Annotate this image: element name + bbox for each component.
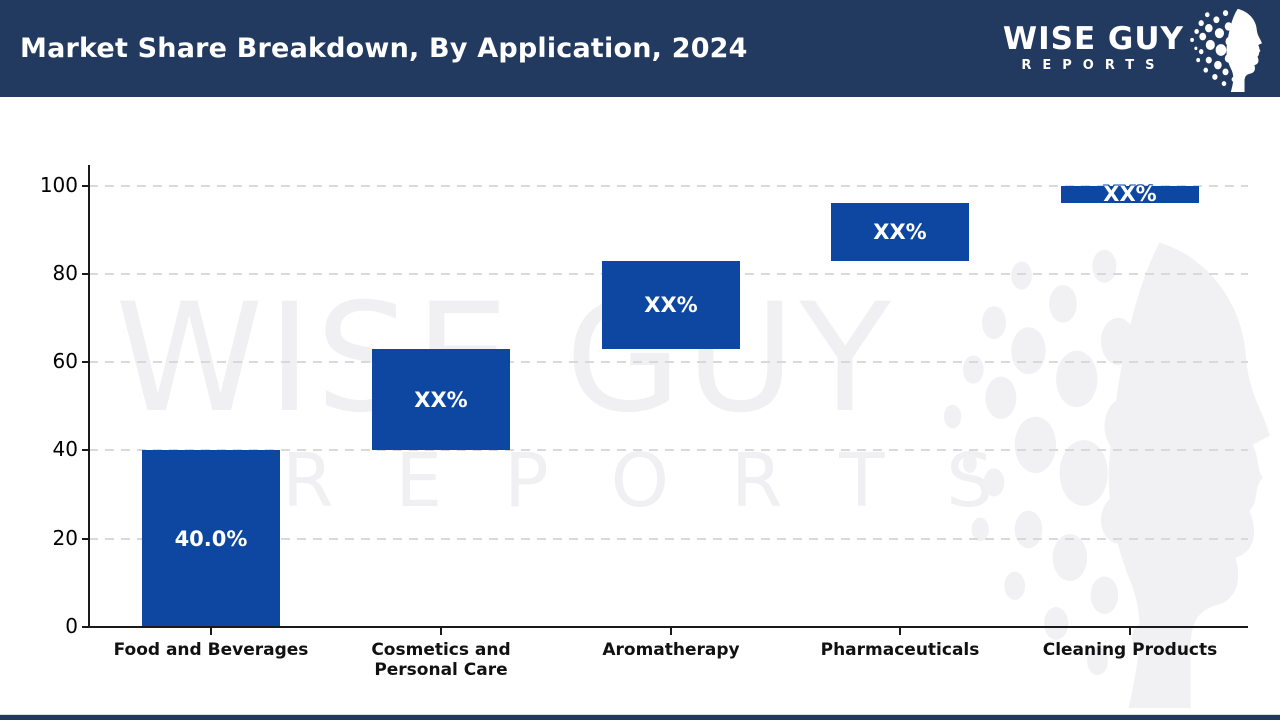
y-axis-tick-label: 60 (52, 349, 78, 374)
y-axis-tick-label: 20 (52, 525, 78, 550)
header-band: Market Share Breakdown, By Application, … (0, 0, 1280, 97)
gridline-20 (89, 537, 1248, 540)
y-axis-tick (82, 272, 89, 275)
bar-value-label: XX% (1103, 182, 1157, 207)
x-axis-category-label: Food and Beverages (113, 640, 309, 660)
y-axis-tick (82, 184, 89, 187)
logo-subtitle: REPORTS (1021, 58, 1166, 73)
x-axis-category-label: Aromatherapy (602, 640, 740, 660)
bar-value-label: 40.0% (174, 526, 248, 551)
bar-cosmetics-and-personal-care: XX% (372, 348, 510, 451)
x-axis-tick (210, 628, 212, 635)
page-title: Market Share Breakdown, By Application, … (20, 33, 748, 64)
x-axis-tick (440, 628, 442, 635)
bar-aromatherapy: XX% (602, 260, 740, 349)
y-axis-tick-label: 40 (52, 437, 78, 462)
y-axis-tick-label: 100 (39, 172, 78, 197)
logo-wordmark: WISE GUY (1002, 21, 1184, 57)
x-axis-line (88, 626, 1248, 628)
watermark-subtitle: REPORTS (282, 438, 1056, 524)
gridline-40 (89, 449, 1248, 452)
x-axis-category-label: Cleaning Products (1042, 640, 1218, 660)
bar-pharmaceuticals: XX% (831, 203, 969, 261)
footer-band (0, 714, 1280, 720)
bar-value-label: XX% (414, 387, 468, 412)
bar-value-label: XX% (644, 292, 698, 317)
gridline-60 (89, 361, 1248, 364)
y-axis-tick (82, 449, 89, 452)
x-axis-tick (1129, 628, 1131, 635)
y-axis-tick-label: 80 (52, 260, 78, 285)
bar-cleaning-products: XX% (1061, 182, 1199, 206)
y-axis-tick (82, 361, 89, 364)
y-axis-tick-label: 0 (65, 614, 78, 638)
y-axis-line (88, 165, 90, 628)
bar-value-label: XX% (873, 219, 927, 244)
watermark-head-icon (943, 242, 1270, 708)
logo-text: WISE GUY REPORTS (1003, 22, 1184, 73)
y-axis-tick (82, 537, 89, 540)
x-axis-tick (899, 628, 901, 635)
bar-food-and-beverages: 40.0% (142, 450, 280, 627)
y-axis-tick (82, 626, 89, 628)
wise-guy-reports-logo: WISE GUY REPORTS (1003, 6, 1262, 92)
gridline-100 (89, 184, 1248, 187)
dotted-head-icon (1190, 8, 1262, 92)
x-axis-tick (670, 628, 672, 635)
x-axis-category-label: Cosmetics and Personal Care (371, 640, 511, 680)
x-axis-category-label: Pharmaceuticals (820, 640, 980, 660)
